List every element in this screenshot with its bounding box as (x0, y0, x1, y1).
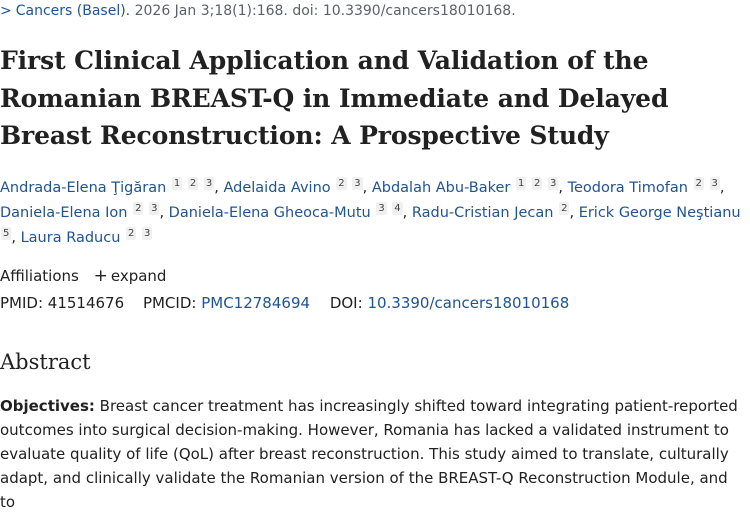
affiliation-number[interactable]: 3 (142, 227, 153, 240)
affiliation-number[interactable]: 5 (1, 227, 12, 240)
affiliation-number[interactable]: 2 (531, 177, 543, 190)
affiliation-number[interactable]: 2 (336, 177, 347, 190)
citation-line: > Cancers (Basel). 2026 Jan 3;18(1):168. … (0, 3, 516, 19)
author-link[interactable]: Adelaida Avino (223, 180, 331, 196)
affiliations-label: Affiliations (0, 267, 79, 285)
affiliations-toggle[interactable]: + expand (84, 266, 167, 286)
affiliations-row: Affiliations + expand (0, 266, 166, 286)
affiliation-number[interactable]: 2 (187, 177, 199, 190)
chevron-right-icon[interactable]: > (0, 3, 12, 19)
objectives-label: Objectives: (0, 397, 95, 415)
affiliation-number[interactable]: 3 (203, 177, 215, 190)
affiliation-number[interactable]: 3 (547, 177, 559, 190)
pmid-label: PMID: (0, 294, 44, 312)
article-title: First Clinical Application and Validatio… (0, 46, 669, 150)
plus-icon[interactable]: + (93, 266, 108, 286)
author-link[interactable]: Teodora Timofan (567, 180, 688, 196)
expand-label[interactable]: expand (110, 267, 167, 285)
affiliation-number[interactable]: 2 (133, 202, 144, 215)
doi-label: DOI: (329, 294, 363, 312)
affiliation-number[interactable]: 3 (376, 202, 387, 215)
author-link[interactable]: Laura Raducu (20, 230, 121, 246)
objectives-text: Breast cancer treatment has increasingly… (0, 397, 738, 511)
pmcid-label: PMCID: (142, 294, 197, 312)
citation-details: 2026 Jan 3;18(1):168. doi: 10.3390/cance… (134, 3, 516, 19)
affiliation-number[interactable]: 3 (352, 177, 363, 190)
author-link[interactable]: Radu-Cristian Jecan (411, 205, 554, 221)
authors-list: Andrada-Elena Ţigăran 1 2 3, Adelaida Av… (0, 177, 741, 246)
affiliation-number[interactable]: 1 (171, 177, 183, 190)
doi-link[interactable]: 10.3390/cancers18010168 (367, 294, 570, 312)
pmid-value: 41514676 (47, 294, 125, 312)
affiliation-number[interactable]: 2 (693, 177, 704, 190)
author-link[interactable]: Daniela-Elena Ion (0, 205, 128, 221)
author-link[interactable]: Daniela-Elena Gheoca-Mutu (168, 205, 371, 221)
affiliation-number[interactable]: 4 (392, 202, 403, 215)
identifiers-row: PMID: 41514676 PMCID: PMC12784694 DOI: 1… (0, 294, 569, 312)
author-link[interactable]: Abdalah Abu-Baker (371, 180, 511, 196)
affiliation-number[interactable]: 2 (559, 202, 570, 215)
abstract-paragraph: Objectives: Breast cancer treatment has … (0, 394, 745, 514)
affiliation-number[interactable]: 1 (516, 177, 527, 190)
pmcid-link[interactable]: PMC12784694 (201, 294, 311, 312)
affiliation-number[interactable]: 2 (126, 227, 137, 240)
affiliation-number[interactable]: 3 (149, 202, 160, 215)
author-link[interactable]: Andrada-Elena Ţigăran (0, 180, 167, 196)
abstract-heading: Abstract (0, 350, 91, 374)
author-link[interactable]: Erick George Neştianu (578, 205, 741, 221)
affiliation-number[interactable]: 3 (709, 177, 720, 190)
journal-link[interactable]: Cancers (Basel). (15, 3, 131, 19)
